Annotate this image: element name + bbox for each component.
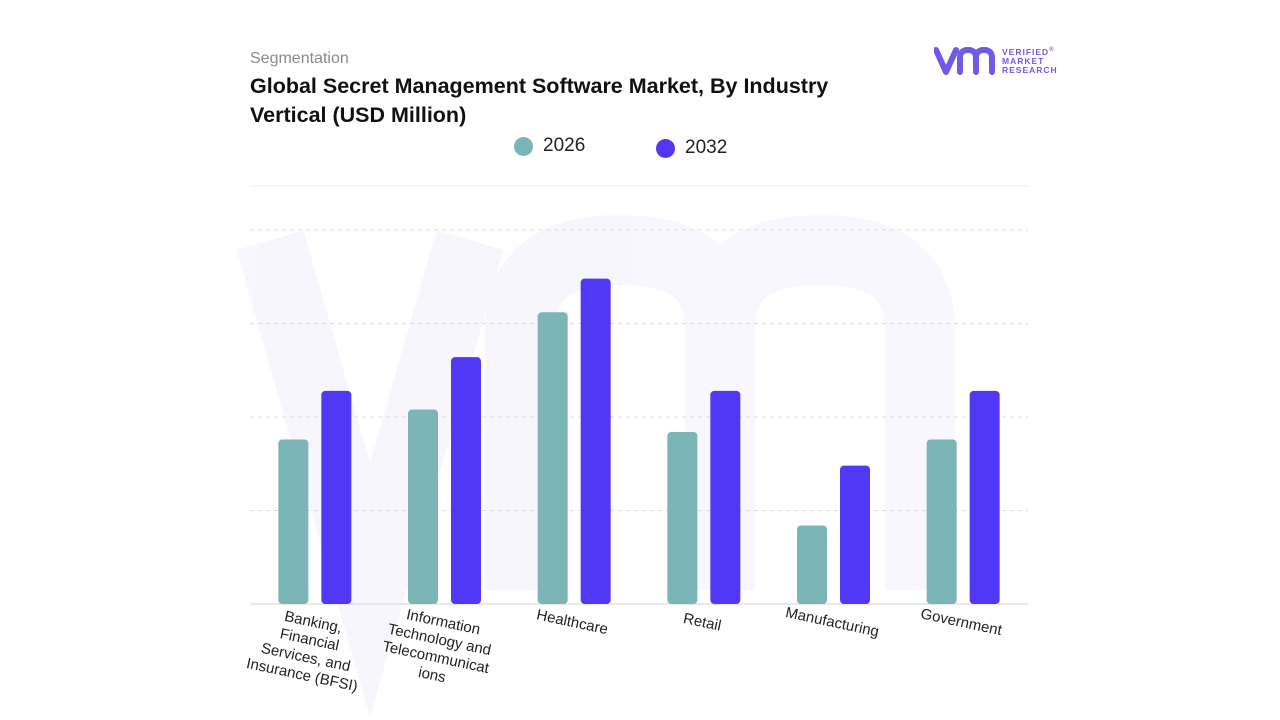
legend-swatch-2026 <box>514 136 533 156</box>
bar-2026-3 <box>667 431 698 604</box>
bar-2032-5 <box>969 390 1000 604</box>
logo-line-1: VERIFIED® <box>1002 46 1055 57</box>
legend-item-2032: 2032 <box>656 137 727 159</box>
bar-2032-2 <box>580 278 611 604</box>
chart-title: Global Secret Management Software Market… <box>250 74 829 127</box>
bar-2026-0 <box>278 439 309 604</box>
bar-2032-0 <box>321 390 352 604</box>
legend-item-2026: 2026 <box>514 135 585 157</box>
bar-2026-2 <box>537 312 568 604</box>
logo-line-3: RESEARCH <box>1002 64 1058 75</box>
bar-2026-4 <box>797 525 827 604</box>
bar-2032-4 <box>840 465 870 604</box>
logo-wordmark: VERIFIED® MARKET RESEARCH <box>1002 46 1058 75</box>
bar-2026-1 <box>408 409 438 604</box>
chart-subtitle: Segmentation <box>250 50 349 67</box>
vmr-logo-icon <box>934 46 995 75</box>
chart-legend: 2026 2032 <box>0 135 1280 165</box>
watermark-logo <box>236 214 955 718</box>
logo-line-2: MARKET <box>1002 55 1045 66</box>
bar-2026-5 <box>926 439 957 604</box>
legend-swatch-2032 <box>656 138 675 158</box>
legend-label-2026: 2026 <box>543 135 586 156</box>
bar-2032-3 <box>710 390 741 604</box>
bar-2032-1 <box>451 357 481 604</box>
legend-label-2032: 2032 <box>685 137 728 158</box>
